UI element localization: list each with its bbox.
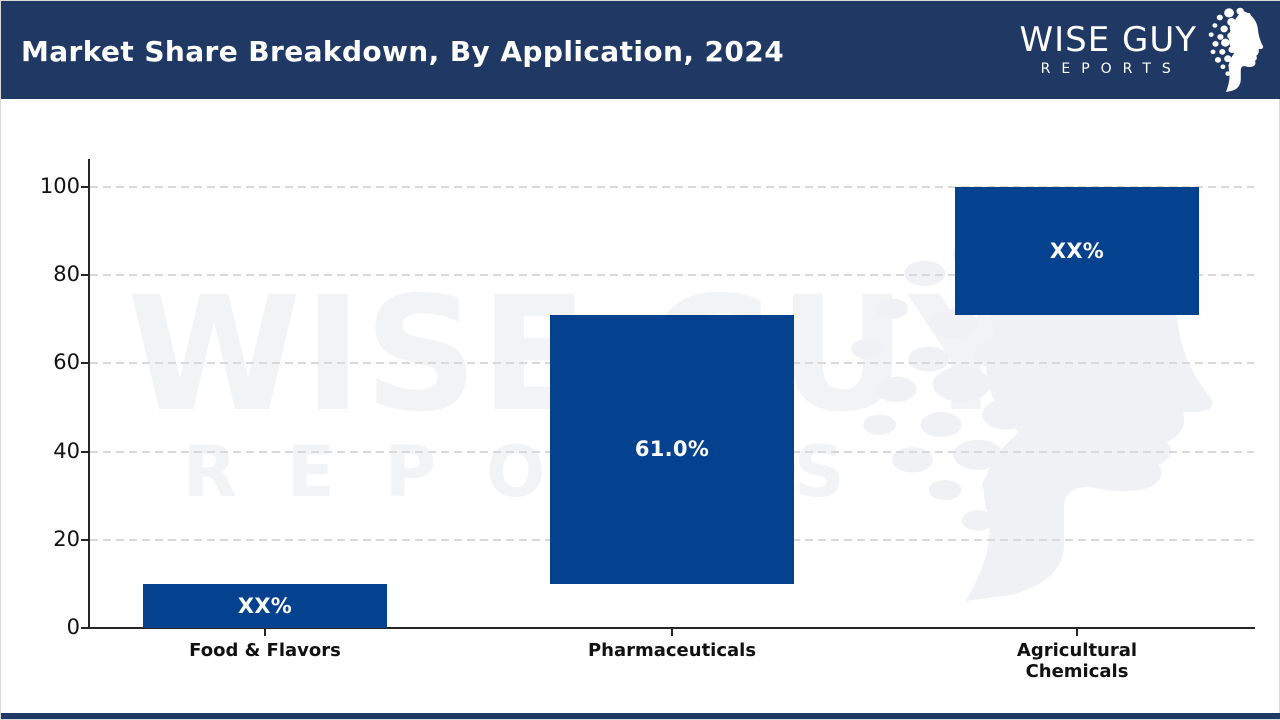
footer-bar — [1, 713, 1280, 719]
category-label: Pharmaceuticals — [587, 640, 757, 661]
y-tick-label: 0 — [66, 615, 80, 640]
header-bar: Market Share Breakdown, By Application, … — [1, 1, 1280, 99]
bar-value-label: 61.0% — [634, 437, 710, 462]
y-tick-label: 20 — [53, 526, 80, 551]
x-axis-line — [88, 627, 1255, 629]
y-tick-label: 60 — [53, 350, 80, 375]
y-tick-mark — [81, 186, 89, 188]
y-tick-mark — [81, 362, 89, 365]
x-tick-mark — [264, 629, 266, 636]
bar-segment: 61.0% — [550, 314, 794, 584]
y-tick-label: 100 — [39, 174, 80, 199]
bar-segment: XX% — [143, 583, 387, 628]
category-label: Food & Flavors — [189, 640, 341, 661]
y-tick-mark — [81, 450, 89, 453]
logo-face-icon — [1208, 7, 1264, 92]
y-axis-line — [88, 159, 90, 629]
logo-wordmark: WISE GUY — [1019, 19, 1197, 60]
bar-segment: XX% — [955, 187, 1199, 315]
y-tick-label: 40 — [53, 438, 80, 463]
x-tick-mark — [1076, 629, 1078, 636]
bar-value-label: XX% — [237, 593, 293, 618]
y-tick-mark — [81, 538, 89, 541]
category-label: Agricultural Chemicals — [1016, 640, 1138, 682]
y-tick-mark — [81, 627, 89, 629]
logo-wordmark-block: WISE GUY REPORTS — [1019, 19, 1197, 78]
gridline — [90, 186, 1254, 188]
wiseguy-logo: WISE GUY REPORTS — [1019, 6, 1271, 92]
x-tick-mark — [671, 629, 673, 636]
y-tick-mark — [81, 274, 89, 277]
bar-value-label: XX% — [1049, 238, 1105, 263]
y-tick-label: 80 — [53, 262, 80, 287]
gridline — [90, 274, 1254, 277]
logo-subtitle: REPORTS — [1040, 61, 1182, 78]
chart-title: Market Share Breakdown, By Application, … — [21, 35, 785, 68]
